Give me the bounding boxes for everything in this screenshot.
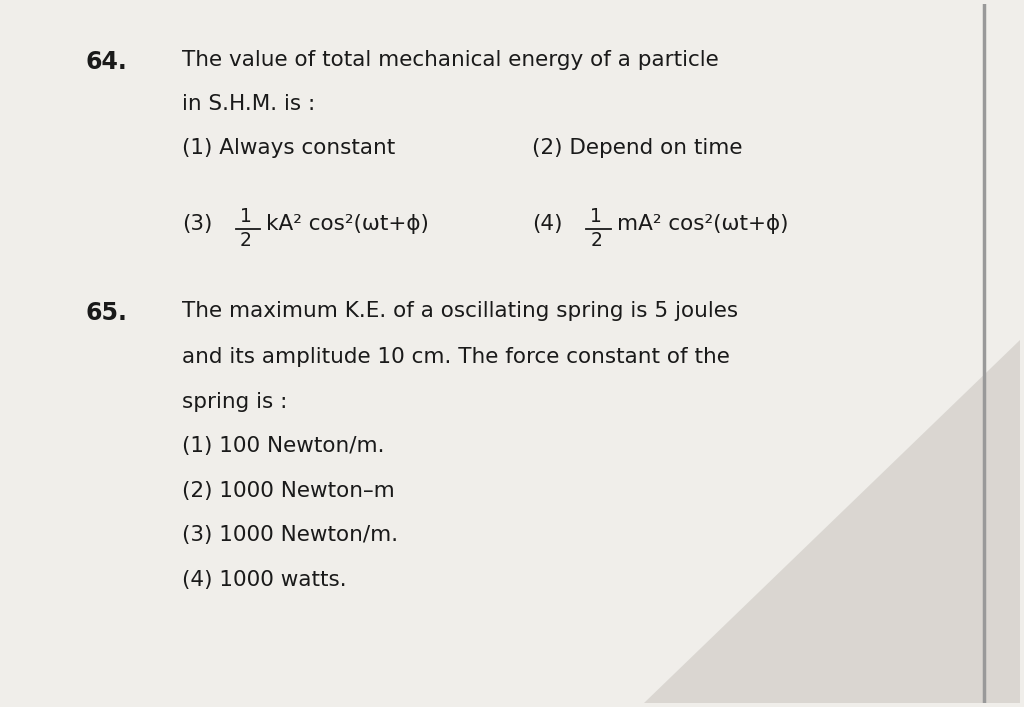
Polygon shape bbox=[644, 339, 1020, 703]
Text: 64.: 64. bbox=[85, 49, 127, 74]
Text: (2) Depend on time: (2) Depend on time bbox=[532, 139, 742, 158]
Text: The maximum K.E. of a oscillating spring is 5 joules: The maximum K.E. of a oscillating spring… bbox=[182, 301, 738, 321]
Text: (1) Always constant: (1) Always constant bbox=[182, 139, 395, 158]
Text: in S.H.M. is :: in S.H.M. is : bbox=[182, 93, 315, 114]
Text: spring is :: spring is : bbox=[182, 392, 288, 412]
Text: (4): (4) bbox=[532, 214, 563, 234]
Text: 65.: 65. bbox=[85, 301, 127, 325]
Text: 1: 1 bbox=[590, 206, 602, 226]
Text: mA² cos²(ωt+ϕ): mA² cos²(ωt+ϕ) bbox=[616, 214, 788, 234]
Text: and its amplitude 10 cm. The force constant of the: and its amplitude 10 cm. The force const… bbox=[182, 346, 730, 366]
Text: 2: 2 bbox=[240, 231, 252, 250]
Text: (2) 1000 Newton–m: (2) 1000 Newton–m bbox=[182, 481, 394, 501]
Text: (4) 1000 watts.: (4) 1000 watts. bbox=[182, 570, 346, 590]
Text: (3): (3) bbox=[182, 214, 212, 234]
Text: (1) 100 Newton/m.: (1) 100 Newton/m. bbox=[182, 436, 384, 456]
Text: The value of total mechanical energy of a particle: The value of total mechanical energy of … bbox=[182, 49, 719, 69]
Text: 1: 1 bbox=[240, 206, 252, 226]
Text: kA² cos²(ωt+ϕ): kA² cos²(ωt+ϕ) bbox=[266, 214, 429, 234]
Text: (3) 1000 Newton/m.: (3) 1000 Newton/m. bbox=[182, 525, 398, 545]
Text: 2: 2 bbox=[590, 231, 602, 250]
